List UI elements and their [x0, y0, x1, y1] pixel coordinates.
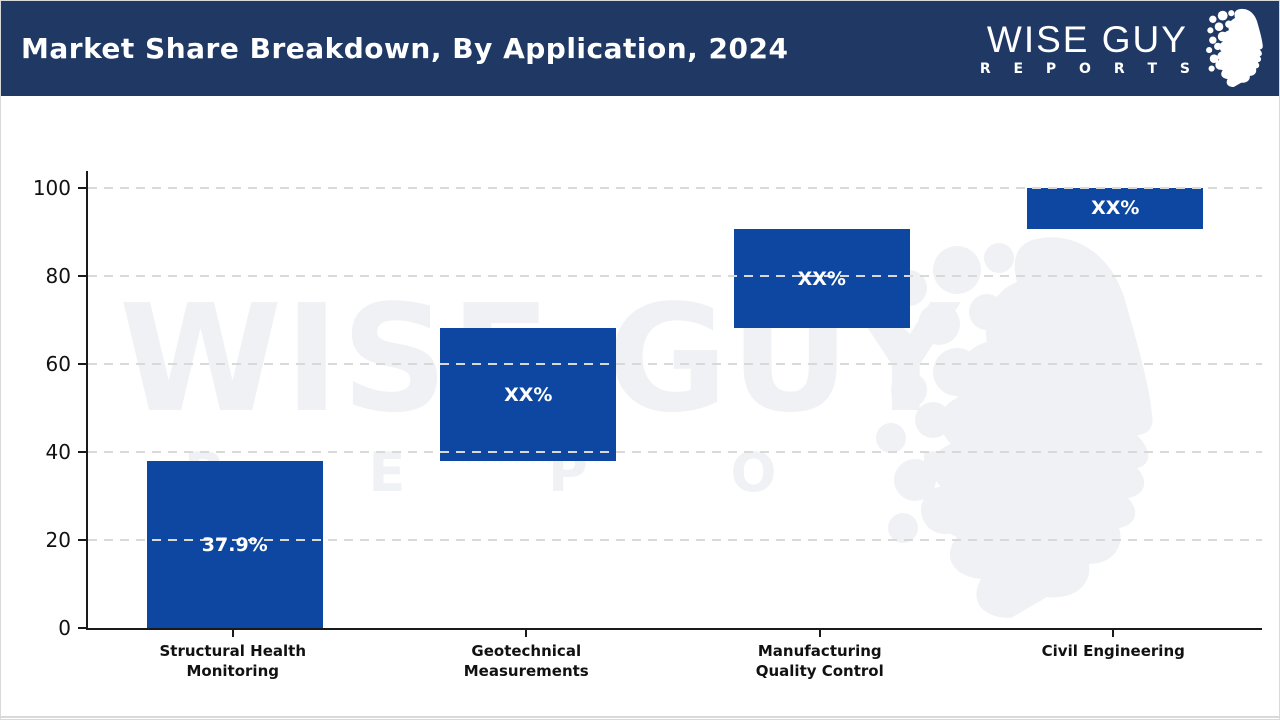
page-title: Market Share Breakdown, By Application, … — [21, 32, 789, 65]
bar-value-label: XX% — [504, 383, 553, 406]
x-axis-category-label: Manufacturing Quality Control — [755, 642, 884, 680]
x-axis-category-label: Structural Health Monitoring — [159, 642, 306, 680]
y-axis-tick-mark — [78, 187, 87, 189]
y-axis-tick-label: 20 — [45, 528, 71, 552]
logo-wordmark-line1: WISE GUY — [986, 19, 1188, 60]
y-axis-tick-label: 80 — [45, 264, 71, 288]
footer-divider-line — [1, 716, 1279, 718]
bar-segment — [146, 461, 323, 628]
gridline-100 — [88, 187, 1262, 189]
bar-segment — [1027, 188, 1204, 229]
bar-value-label: XX% — [797, 267, 846, 290]
y-axis-tick-label: 60 — [45, 352, 71, 376]
y-axis-tick-mark — [78, 627, 87, 629]
bar-segment — [733, 228, 910, 329]
bar-value-label: XX% — [1091, 197, 1140, 220]
x-axis-category-label: Geotechnical Measurements — [463, 642, 589, 680]
x-axis-tick-mark — [1112, 628, 1115, 637]
bar-value-label: 37.9% — [201, 533, 268, 556]
gridline-60 — [88, 363, 1262, 365]
y-axis-tick-mark — [78, 451, 87, 453]
y-axis-tick-label: 40 — [45, 440, 71, 464]
y-axis-tick-label: 0 — [58, 616, 71, 640]
x-axis-tick-mark — [818, 628, 821, 637]
y-axis-tick-mark — [78, 275, 87, 277]
x-axis-category-label: Civil Engineering — [1041, 642, 1185, 660]
logo-head-icon — [1203, 7, 1267, 91]
x-axis-tick-mark — [231, 628, 234, 637]
bar-segment — [440, 328, 617, 462]
brand-logo: WISE GUY R E P O R T S — [976, 7, 1267, 91]
y-axis-tick-mark — [78, 539, 87, 541]
y-axis-tick-mark — [78, 363, 87, 365]
gridline-20 — [88, 539, 1262, 541]
plot-area: 37.9% XX% XX% XX% — [86, 171, 1262, 630]
header-bar: Market Share Breakdown, By Application, … — [1, 1, 1279, 96]
logo-wordmark-line2: R E P O R T S — [979, 61, 1199, 77]
y-axis-tick-label: 100 — [32, 176, 71, 200]
x-axis-tick-mark — [525, 628, 528, 637]
gridline-40 — [88, 451, 1262, 453]
gridline-80 — [88, 275, 1262, 277]
logo-wordmark: WISE GUY R E P O R T S — [976, 21, 1199, 76]
